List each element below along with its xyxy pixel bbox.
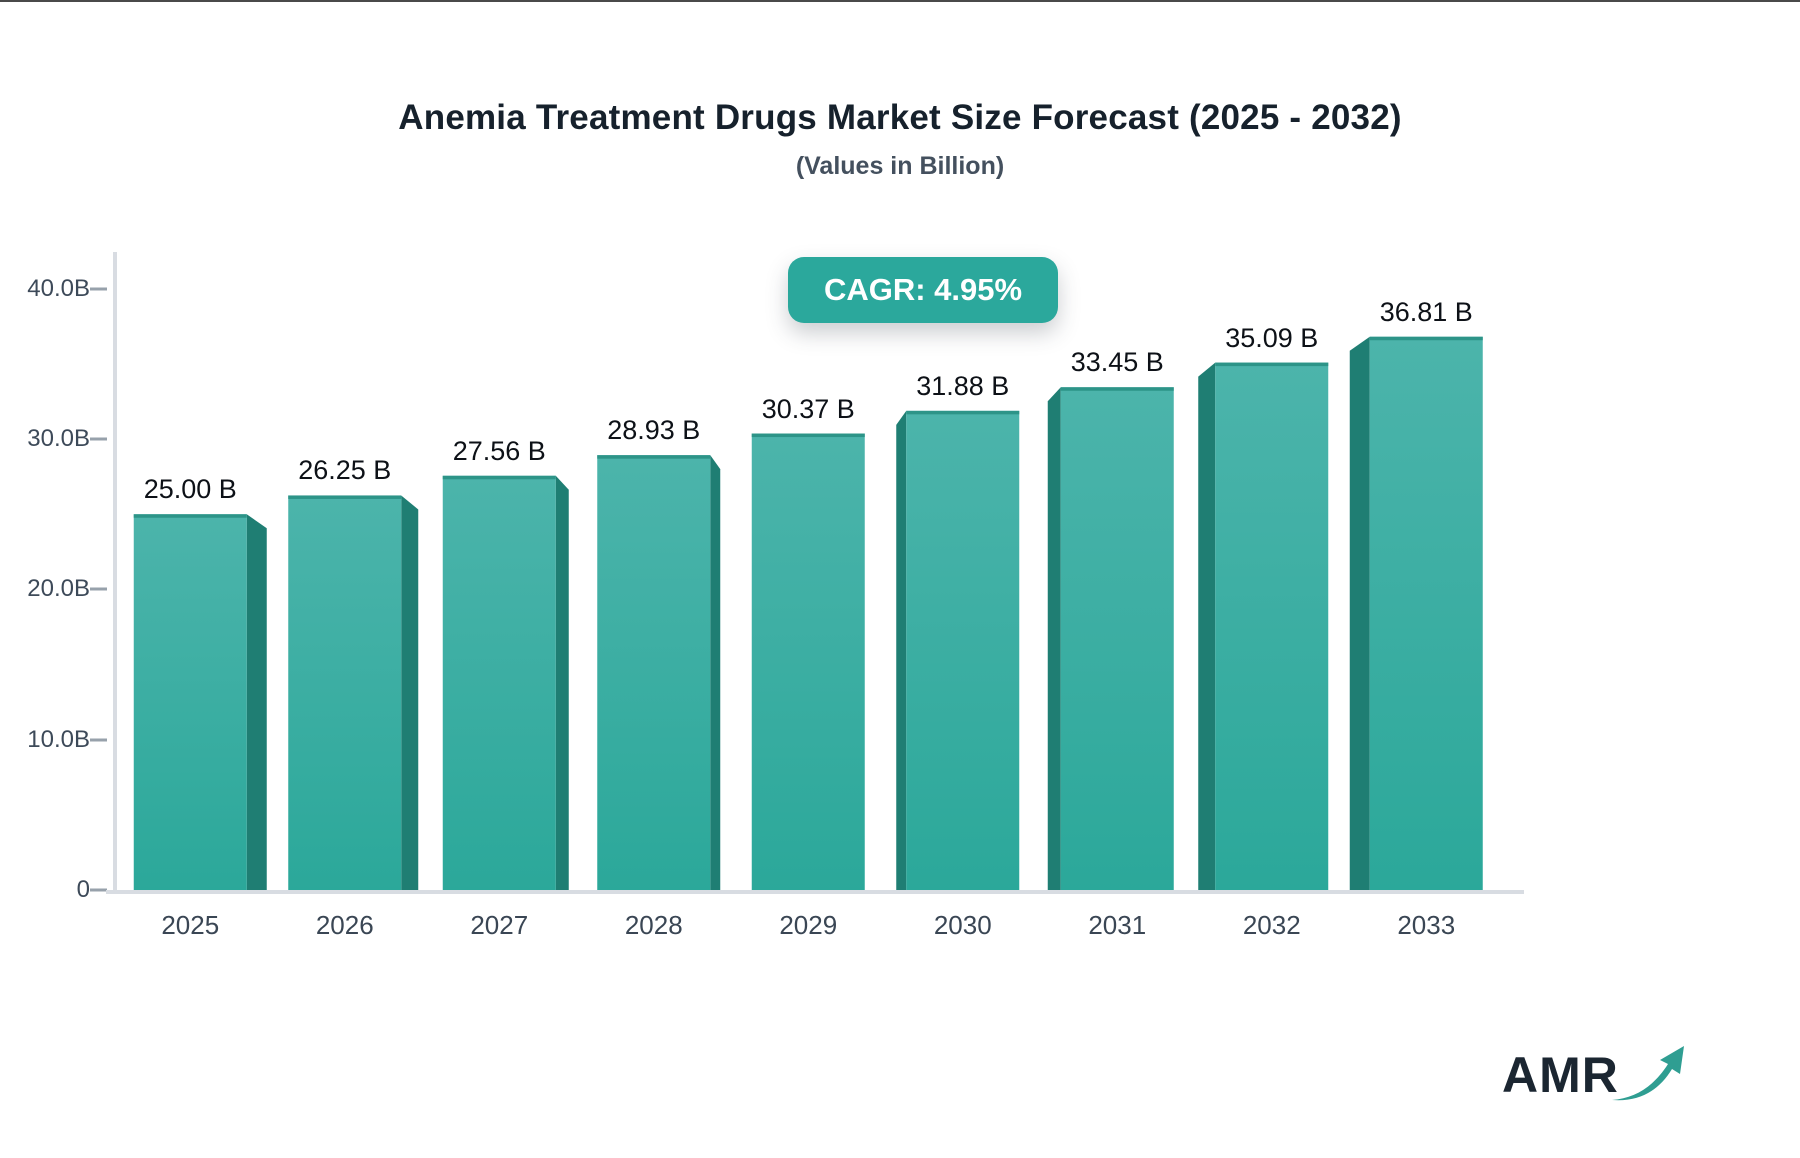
y-axis-tick-label: 20.0B: [27, 575, 90, 603]
y-axis-tick-mark: [90, 437, 107, 441]
y-axis-tick-mark: [90, 738, 107, 742]
bar-front-face: [442, 475, 556, 891]
bar-side-face: [401, 495, 419, 891]
x-axis-line: [106, 890, 1524, 894]
y-axis-tick-mark: [90, 888, 107, 892]
amr-logo: AMR: [1502, 1032, 1684, 1122]
bar-2025: [133, 514, 267, 891]
y-axis-tick-label: 0: [76, 876, 90, 903]
bar-top-edge: [288, 495, 402, 499]
y-axis-line: [113, 252, 117, 894]
bar-top-edge: [442, 475, 556, 480]
bar-front-face: [288, 495, 402, 891]
bar-top-edge: [133, 514, 247, 518]
bar-2030: [896, 410, 1020, 891]
bar-value-label: 36.81 B: [1379, 296, 1473, 327]
x-axis-tick-label: 2028: [624, 910, 683, 940]
bar-2026: [288, 495, 419, 891]
bar-value-label: 27.56 B: [452, 435, 546, 466]
y-axis-tick-label: 40.0B: [27, 274, 90, 302]
x-axis-tick-label: 2029: [779, 910, 838, 940]
bar-front-face: [1060, 387, 1174, 891]
bar-front-face: [751, 433, 865, 891]
bar-top-edge: [1060, 387, 1174, 391]
bar-side-face: [1047, 387, 1061, 891]
bar-2029: [751, 433, 865, 891]
bar-front-face: [133, 514, 247, 891]
bar-side-face: [1198, 362, 1216, 891]
bar-value-label: 33.45 B: [1070, 347, 1164, 378]
cagr-badge-label: CAGR: 4.95%: [823, 272, 1023, 307]
chart-title: Anemia Treatment Drugs Market Size Forec…: [398, 98, 1402, 137]
bar-side-face: [246, 514, 267, 891]
chart-subtitle: (Values in Billion): [795, 152, 1005, 180]
growth-arrow-icon: [1612, 1046, 1684, 1101]
bar-2033: [1349, 336, 1483, 891]
y-axis-tick-mark: [90, 587, 107, 591]
bar-2031: [1047, 387, 1174, 891]
y-axis-tick-mark: [90, 287, 107, 291]
bar-front-face: [1215, 362, 1329, 891]
bar-front-face: [906, 410, 1020, 891]
bar-top-edge: [906, 410, 1020, 415]
amr-logo-text: AMR: [1502, 1047, 1619, 1103]
bar-value-label: 26.25 B: [298, 455, 392, 486]
bar-side-face: [1349, 336, 1370, 891]
bar-value-label: 35.09 B: [1225, 322, 1319, 353]
bar-side-face: [710, 455, 721, 891]
cagr-badge: CAGR: 4.95%: [788, 257, 1058, 323]
bar-value-label: 30.37 B: [761, 393, 855, 424]
bar-front-face: [597, 455, 711, 891]
x-axis-tick-label: 2025: [161, 910, 220, 940]
bar-top-edge: [751, 433, 865, 438]
bar-value-label: 25.00 B: [143, 474, 237, 505]
bar-top-edge: [597, 455, 711, 459]
x-axis-tick-label: 2030: [933, 910, 992, 940]
x-axis-tick-label: 2026: [315, 910, 374, 940]
bar-2028: [597, 455, 721, 891]
bar-top-edge: [1215, 362, 1329, 367]
x-axis-tick-label: 2033: [1397, 910, 1456, 940]
bar-top-edge: [1369, 336, 1483, 341]
x-axis-tick-label: 2032: [1242, 910, 1301, 940]
bar-value-label: 31.88 B: [916, 370, 1010, 401]
y-axis-tick-label: 10.0B: [27, 725, 90, 753]
y-axis-tick-label: 30.0B: [27, 425, 90, 453]
bar-front-face: [1369, 336, 1483, 891]
x-axis-tick-label: 2027: [470, 910, 529, 940]
bar-2032: [1198, 362, 1329, 891]
x-axis-tick-label: 2031: [1088, 910, 1147, 940]
bar-side-face: [896, 410, 907, 891]
bar-value-label: 28.93 B: [607, 415, 701, 446]
bar-side-face: [555, 475, 569, 891]
bar-2027: [442, 475, 569, 891]
